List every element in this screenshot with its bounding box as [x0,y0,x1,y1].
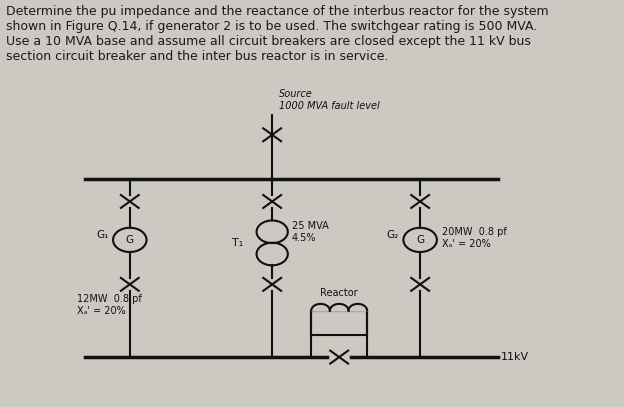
Text: G: G [126,235,134,245]
Text: G: G [416,235,424,245]
Text: T₁: T₁ [232,238,243,248]
Text: Reactor: Reactor [320,289,358,298]
Text: Source
1000 MVA fault level: Source 1000 MVA fault level [279,89,379,111]
Text: Determine the pu impedance and the reactance of the interbus reactor for the sys: Determine the pu impedance and the react… [6,4,548,63]
Text: 20MW  0.8 pf
Xₐ' = 20%: 20MW 0.8 pf Xₐ' = 20% [442,227,507,249]
Text: 12MW  0.8 pf
Xₐ' = 20%: 12MW 0.8 pf Xₐ' = 20% [77,294,142,316]
Text: G₂: G₂ [387,230,399,240]
Text: 25 MVA
4.5%: 25 MVA 4.5% [291,221,328,243]
Text: 11kV: 11kV [501,352,529,362]
Text: G₁: G₁ [96,230,109,240]
